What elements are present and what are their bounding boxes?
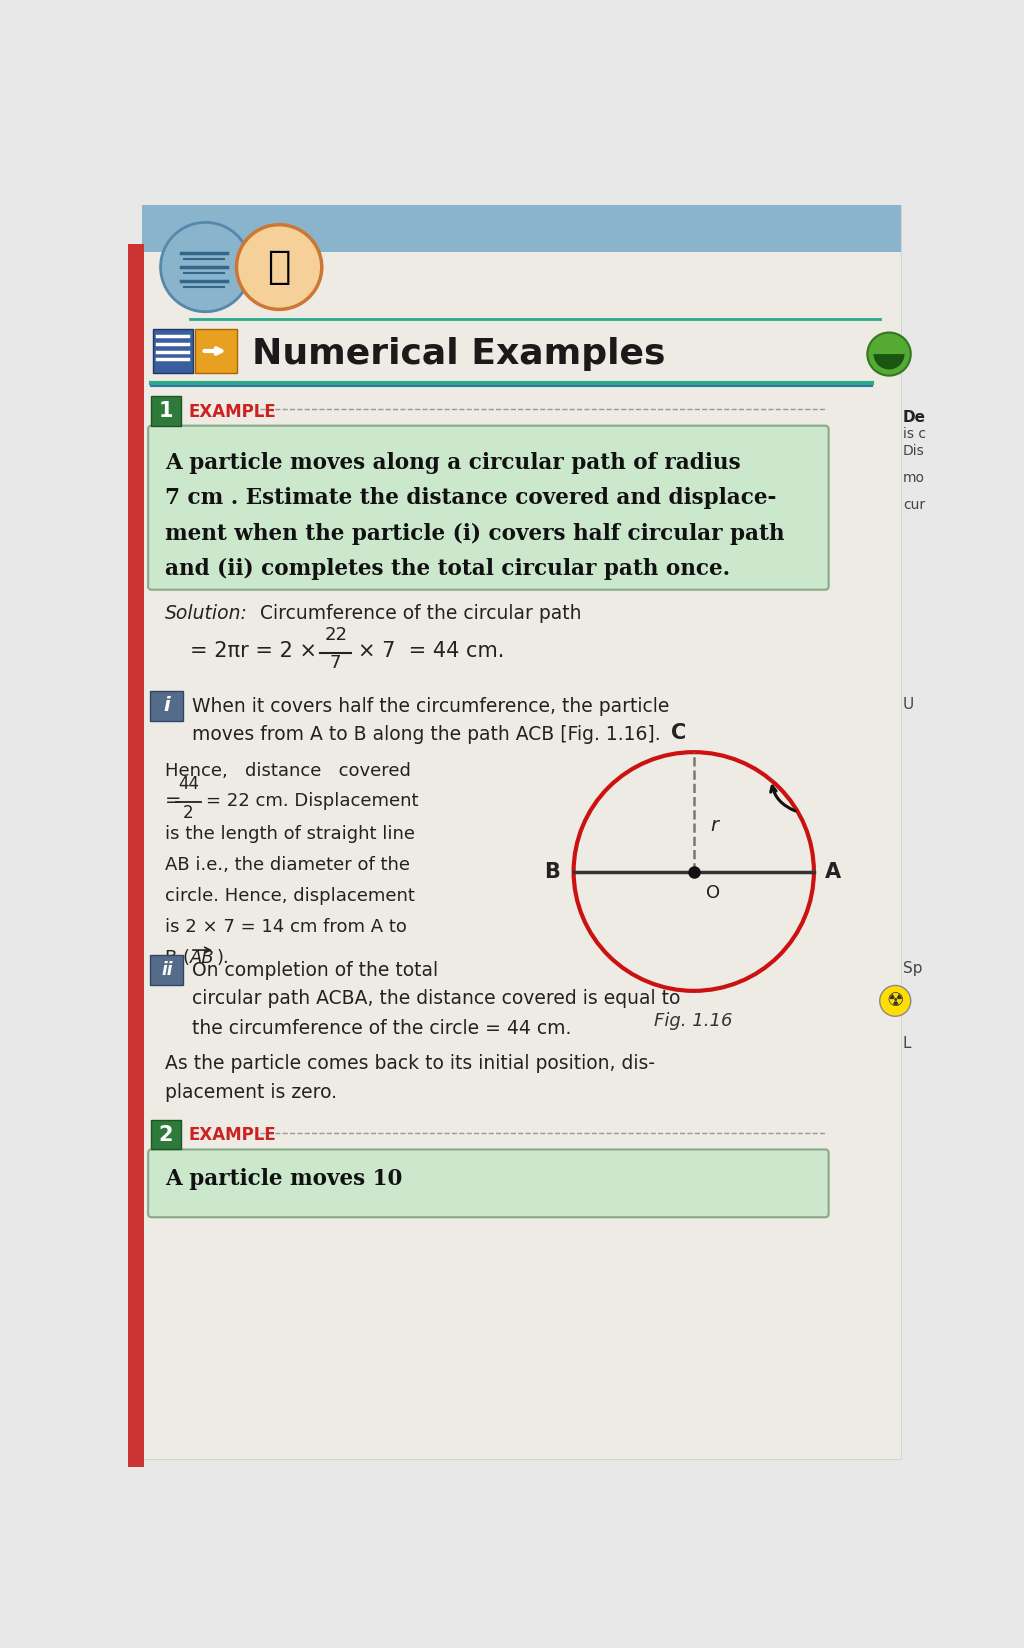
Text: and (ii) completes the total circular path once.: and (ii) completes the total circular pa… xyxy=(165,559,730,580)
Text: When it covers half the circumference, the particle: When it covers half the circumference, t… xyxy=(191,697,669,715)
FancyBboxPatch shape xyxy=(148,425,828,590)
Text: 1: 1 xyxy=(159,400,173,420)
Text: circle. Hence, displacement: circle. Hence, displacement xyxy=(165,887,415,905)
Text: ☢: ☢ xyxy=(887,992,904,1010)
Text: As the particle comes back to its initial position, dis-: As the particle comes back to its initia… xyxy=(165,1055,655,1073)
Text: placement is zero.: placement is zero. xyxy=(165,1083,337,1103)
FancyBboxPatch shape xyxy=(195,328,238,374)
Text: L: L xyxy=(903,1035,911,1050)
Text: 7 cm . Estimate the distance covered and displace-: 7 cm . Estimate the distance covered and… xyxy=(165,488,776,509)
Text: is the length of straight line: is the length of straight line xyxy=(165,826,415,844)
Text: 🔥: 🔥 xyxy=(267,249,291,287)
Text: Fig. 1.16: Fig. 1.16 xyxy=(654,1012,733,1030)
Text: the circumference of the circle = 44 cm.: the circumference of the circle = 44 cm. xyxy=(191,1018,571,1038)
FancyBboxPatch shape xyxy=(142,206,901,1458)
Wedge shape xyxy=(873,354,904,369)
Text: A: A xyxy=(824,862,841,882)
FancyBboxPatch shape xyxy=(152,397,180,425)
Text: 7: 7 xyxy=(330,654,341,672)
Text: A particle moves 10: A particle moves 10 xyxy=(165,1168,402,1190)
Text: 2: 2 xyxy=(159,1126,173,1145)
FancyBboxPatch shape xyxy=(148,1150,828,1218)
Text: r: r xyxy=(711,816,719,836)
FancyBboxPatch shape xyxy=(128,244,143,1468)
Text: 22: 22 xyxy=(325,626,347,644)
Text: is 2 × 7 = 14 cm from A to: is 2 × 7 = 14 cm from A to xyxy=(165,918,408,936)
Text: Sp: Sp xyxy=(903,961,923,976)
Circle shape xyxy=(867,333,910,376)
Text: De: De xyxy=(903,409,926,425)
Text: B: B xyxy=(544,862,560,882)
Text: ).: ). xyxy=(216,949,229,966)
Text: × 7  = 44 cm.: × 7 = 44 cm. xyxy=(358,641,505,661)
Text: Circumference of the circular path: Circumference of the circular path xyxy=(260,603,582,623)
Text: = 22 cm. Displacement: = 22 cm. Displacement xyxy=(206,791,418,809)
Text: is c: is c xyxy=(903,427,926,442)
Text: circular path ACBA, the distance covered is equal to: circular path ACBA, the distance covered… xyxy=(191,989,680,1009)
Text: ii: ii xyxy=(161,961,172,979)
Text: 2: 2 xyxy=(183,804,194,822)
Circle shape xyxy=(880,986,910,1017)
Text: Solution:: Solution: xyxy=(165,603,248,623)
Text: A particle moves along a circular path of radius: A particle moves along a circular path o… xyxy=(165,452,740,475)
Text: ment when the particle (i) covers half circular path: ment when the particle (i) covers half c… xyxy=(165,522,784,545)
Text: AB: AB xyxy=(190,949,215,966)
Text: AB i.e., the diameter of the: AB i.e., the diameter of the xyxy=(165,855,411,873)
Text: = 2πr = 2 ×: = 2πr = 2 × xyxy=(190,641,317,661)
Text: Numerical Examples: Numerical Examples xyxy=(252,338,666,371)
Text: cur: cur xyxy=(903,498,925,513)
FancyBboxPatch shape xyxy=(151,691,183,722)
Text: Dis: Dis xyxy=(903,445,925,458)
Text: Hence,   distance   covered: Hence, distance covered xyxy=(165,761,411,780)
Text: U: U xyxy=(903,697,914,712)
Text: On completion of the total: On completion of the total xyxy=(191,961,437,981)
Circle shape xyxy=(237,224,322,310)
Text: C: C xyxy=(671,723,686,743)
Text: EXAMPLE: EXAMPLE xyxy=(188,1126,276,1144)
Text: EXAMPLE: EXAMPLE xyxy=(188,402,276,420)
Text: i: i xyxy=(164,697,170,715)
Text: O: O xyxy=(707,883,720,901)
Text: mo: mo xyxy=(903,471,925,485)
Text: =: = xyxy=(165,791,181,811)
Text: moves from A to B along the path ACB [Fig. 1.16].: moves from A to B along the path ACB [Fi… xyxy=(191,725,660,745)
FancyBboxPatch shape xyxy=(142,206,901,252)
FancyBboxPatch shape xyxy=(153,328,194,374)
Text: B (: B ( xyxy=(165,949,190,966)
FancyBboxPatch shape xyxy=(151,954,183,986)
FancyBboxPatch shape xyxy=(152,1121,180,1150)
Text: 44: 44 xyxy=(178,775,199,793)
Circle shape xyxy=(161,222,251,311)
